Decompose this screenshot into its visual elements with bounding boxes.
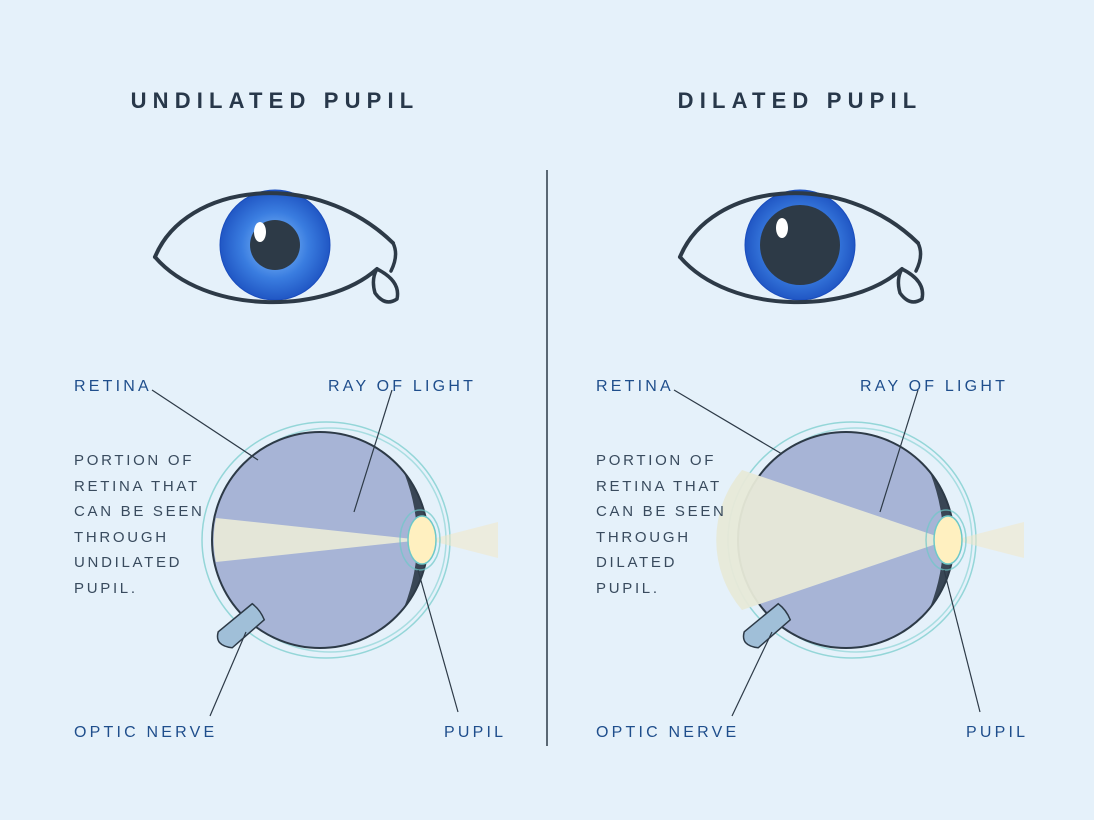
description-dilated: PORTION OF RETINA THAT CAN BE SEEN THROU… <box>596 448 766 601</box>
lens <box>408 516 436 564</box>
leader-retina-dilated <box>674 390 782 454</box>
label-pupil-dilated: PUPIL <box>966 724 1028 742</box>
pupil-highlight <box>254 222 266 242</box>
label-optic-undilated: OPTIC NERVE <box>74 724 217 742</box>
panel-title-dilated: DILATED PUPIL <box>630 88 970 114</box>
label-retina-dilated: RETINA <box>596 378 674 396</box>
pupil-highlight <box>776 218 788 238</box>
diagram-canvas: UNDILATED PUPIL RETINA RAY OF LIGHT OPTIC N… <box>0 0 1094 820</box>
diagram-svg <box>0 0 1094 820</box>
label-retina-undilated: RETINA <box>74 378 152 396</box>
lid-connector <box>916 243 921 271</box>
panel-title-undilated: UNDILATED PUPIL <box>95 88 455 114</box>
lid-connector <box>391 243 396 271</box>
label-ray-dilated: RAY OF LIGHT <box>860 378 1008 396</box>
leader-pupil-dilated <box>944 570 980 712</box>
tear-duct <box>373 269 397 302</box>
tear-duct <box>898 269 922 302</box>
label-ray-undilated: RAY OF LIGHT <box>328 378 476 396</box>
label-pupil-undilated: PUPIL <box>444 724 506 742</box>
label-optic-dilated: OPTIC NERVE <box>596 724 739 742</box>
lens <box>934 516 962 564</box>
description-undilated: PORTION OF RETINA THAT CAN BE SEEN THROU… <box>74 448 244 601</box>
pupil <box>760 205 840 285</box>
